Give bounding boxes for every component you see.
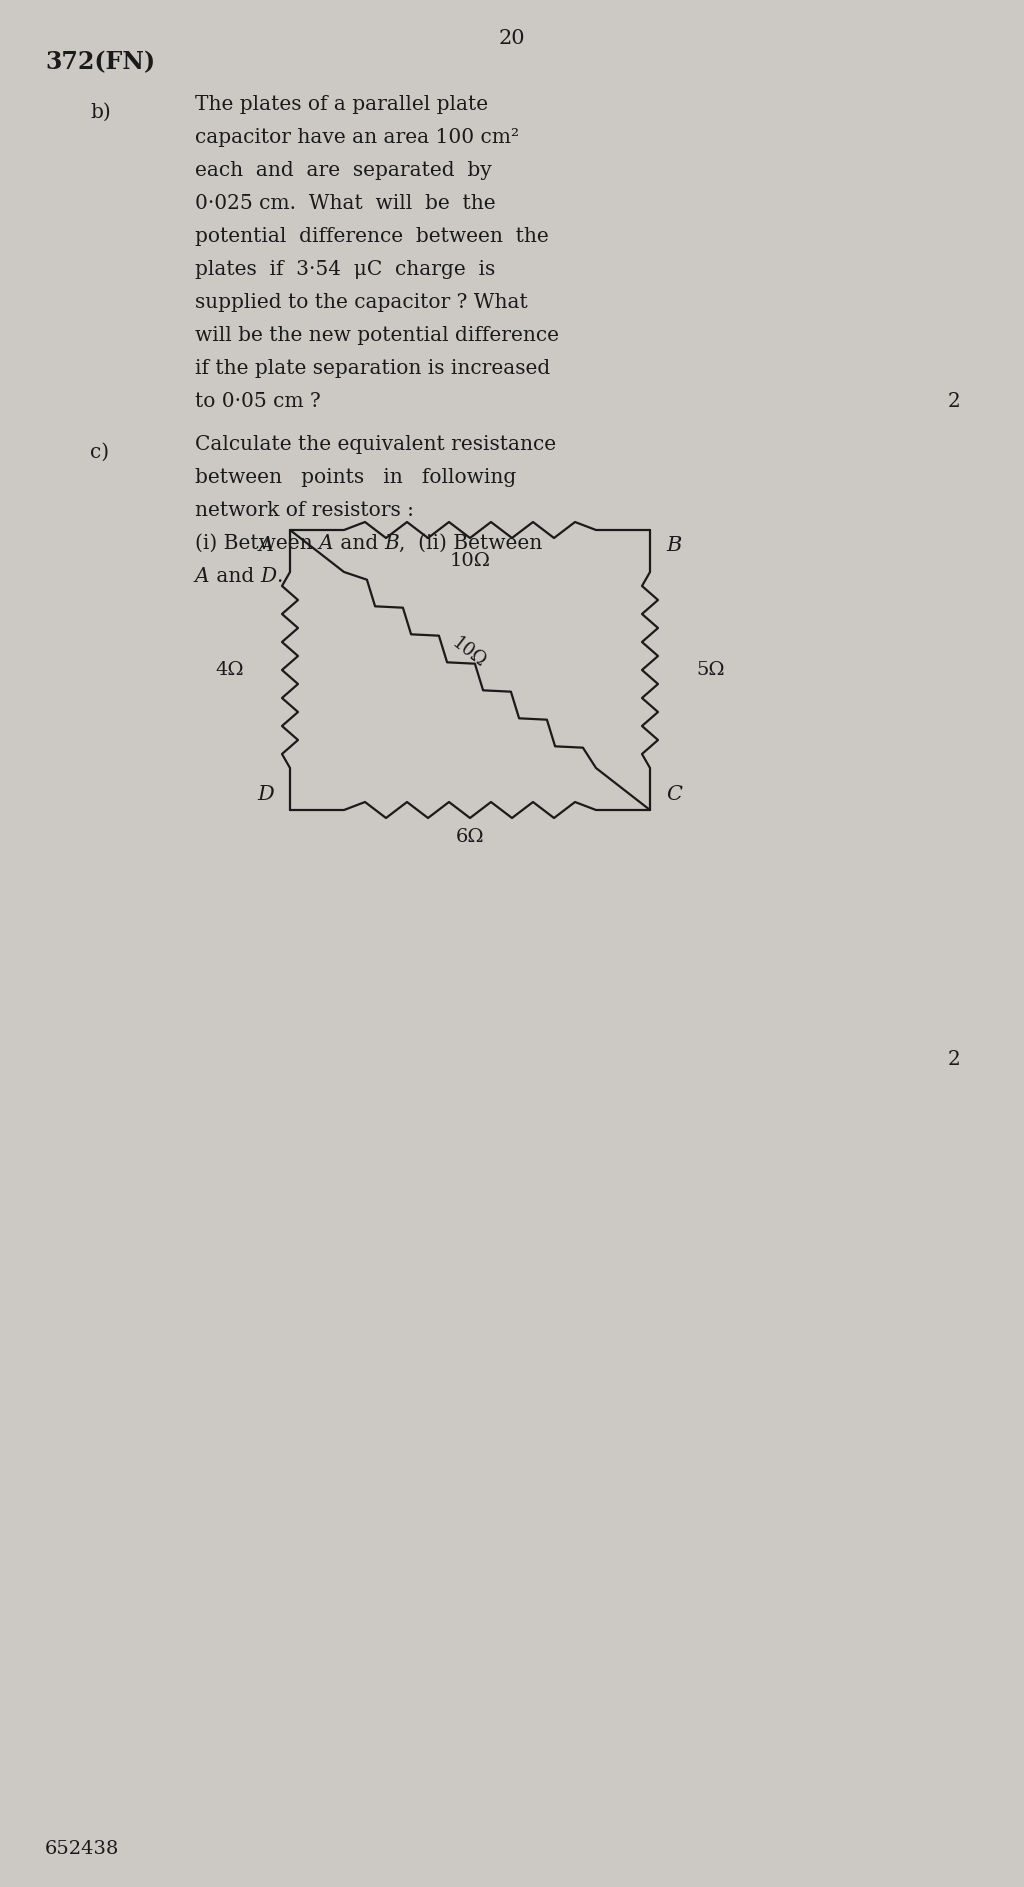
Text: 0·025 cm.  What  will  be  the: 0·025 cm. What will be the [195,194,496,213]
Text: 10Ω: 10Ω [447,634,489,672]
Text: D: D [260,566,276,587]
Text: c): c) [90,443,110,462]
Text: 2: 2 [947,392,961,411]
Text: 2: 2 [947,1049,961,1070]
Text: A: A [259,536,274,555]
Text: and: and [334,534,384,553]
Text: 10Ω: 10Ω [450,553,490,570]
Text: potential  difference  between  the: potential difference between the [195,226,549,245]
Text: 6Ω: 6Ω [456,828,484,845]
Text: to 0·05 cm ?: to 0·05 cm ? [195,392,321,411]
Text: Calculate the equivalent resistance: Calculate the equivalent resistance [195,436,556,455]
Text: between   points   in   following: between points in following [195,468,516,487]
Text: b): b) [90,104,111,123]
Text: 372(FN): 372(FN) [45,49,155,74]
Text: network of resistors :: network of resistors : [195,502,414,521]
Text: supplied to the capacitor ? What: supplied to the capacitor ? What [195,292,527,311]
Text: (i) Between: (i) Between [195,534,319,553]
Text: B: B [384,534,399,553]
Text: plates  if  3·54  μC  charge  is: plates if 3·54 μC charge is [195,260,496,279]
Text: C: C [666,785,682,804]
Text: ,  (ii) Between: , (ii) Between [399,534,542,553]
Text: if the plate separation is increased: if the plate separation is increased [195,359,550,377]
Text: will be the new potential difference: will be the new potential difference [195,326,559,345]
Text: A: A [195,566,210,587]
Text: each  and  are  separated  by: each and are separated by [195,160,492,179]
Text: 5Ω: 5Ω [696,660,725,679]
Text: capacitor have an area 100 cm²: capacitor have an area 100 cm² [195,128,519,147]
Text: and: and [210,566,260,587]
Text: D: D [257,785,274,804]
Text: .: . [276,566,283,587]
Text: 4Ω: 4Ω [215,660,244,679]
Text: B: B [666,536,681,555]
Text: 20: 20 [499,28,525,47]
Text: 652438: 652438 [45,1840,120,1859]
Text: The plates of a parallel plate: The plates of a parallel plate [195,94,488,113]
Text: A: A [319,534,334,553]
